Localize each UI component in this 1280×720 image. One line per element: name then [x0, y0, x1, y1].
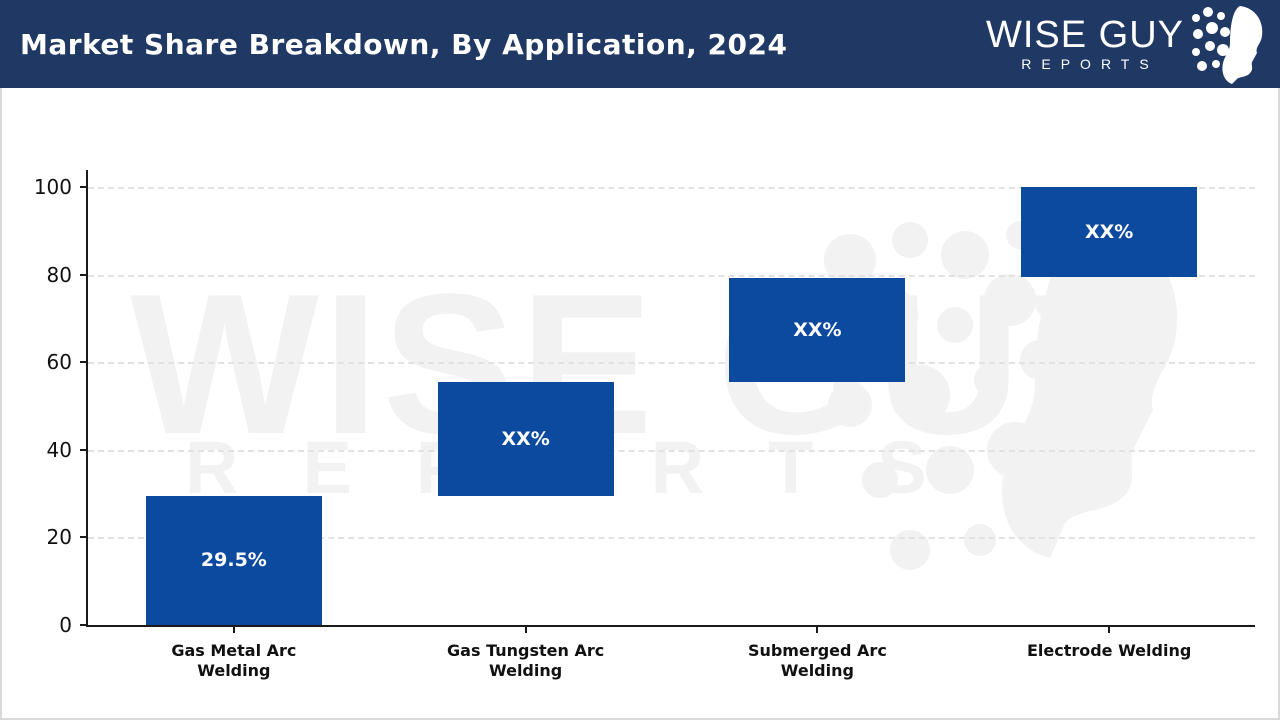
page-title: Market Share Breakdown, By Application, …: [20, 27, 788, 61]
y-axis-line: [86, 170, 88, 627]
y-tick-label-0: 0: [59, 613, 72, 637]
wise-guy-logo: WISE GUY REPORTS: [986, 4, 1280, 84]
y-tick-label-80: 80: [46, 262, 72, 287]
header: Market Share Breakdown, By Application, …: [0, 0, 1280, 88]
bar-value-label: XX%: [793, 318, 842, 341]
gridline-60: [88, 362, 1255, 365]
category-label-2: Gas Tungsten Arc Welding: [447, 641, 605, 680]
gridline-100: [88, 187, 1255, 189]
bar-1: 29.5%: [145, 495, 322, 625]
x-axis-line: [86, 625, 1255, 627]
bar-value-label: 29.5%: [200, 549, 267, 572]
y-tick-mark-60: [80, 361, 88, 364]
bar-3: XX%: [729, 277, 906, 382]
bar-2: XX%: [437, 381, 614, 496]
bar-value-label: XX%: [501, 427, 550, 450]
y-tick-mark-0: [80, 624, 88, 626]
y-tick-mark-20: [80, 536, 88, 539]
category-label-4: Electrode Welding: [1026, 641, 1192, 660]
bar-value-label: XX%: [1084, 220, 1134, 243]
logo-face-icon: [1192, 6, 1263, 84]
y-tick-label-20: 20: [46, 525, 72, 550]
x-tick-mark-2: [524, 625, 527, 633]
gridline-80: [88, 274, 1255, 277]
y-tick-label-60: 60: [46, 350, 72, 375]
category-label-3: Submerged Arc Welding: [747, 641, 887, 680]
category-label-1: Gas Metal Arc Welding: [171, 641, 297, 680]
x-tick-mark-1: [232, 625, 235, 633]
logo-wiseguy-label: WISE GUY: [985, 14, 1184, 56]
y-tick-label-100: 100: [33, 175, 72, 199]
bar-4: XX%: [1021, 187, 1198, 277]
gridline-20: [88, 537, 1255, 540]
x-tick-mark-4: [1108, 625, 1111, 633]
waterfall-chart: 0 20 40 60 80 100 29.5% Gas Metal Arc Welding XX…: [0, 88, 1280, 720]
y-tick-mark-40: [80, 448, 88, 451]
logo-reports-label: REPORTS: [1021, 56, 1159, 72]
gridline-40: [88, 449, 1255, 452]
x-tick-mark-3: [816, 625, 819, 633]
logo-text: WISE GUY REPORTS: [986, 16, 1184, 72]
y-tick-mark-80: [80, 273, 88, 276]
y-tick-label-40: 40: [46, 437, 72, 462]
y-tick-mark-100: [80, 186, 88, 188]
